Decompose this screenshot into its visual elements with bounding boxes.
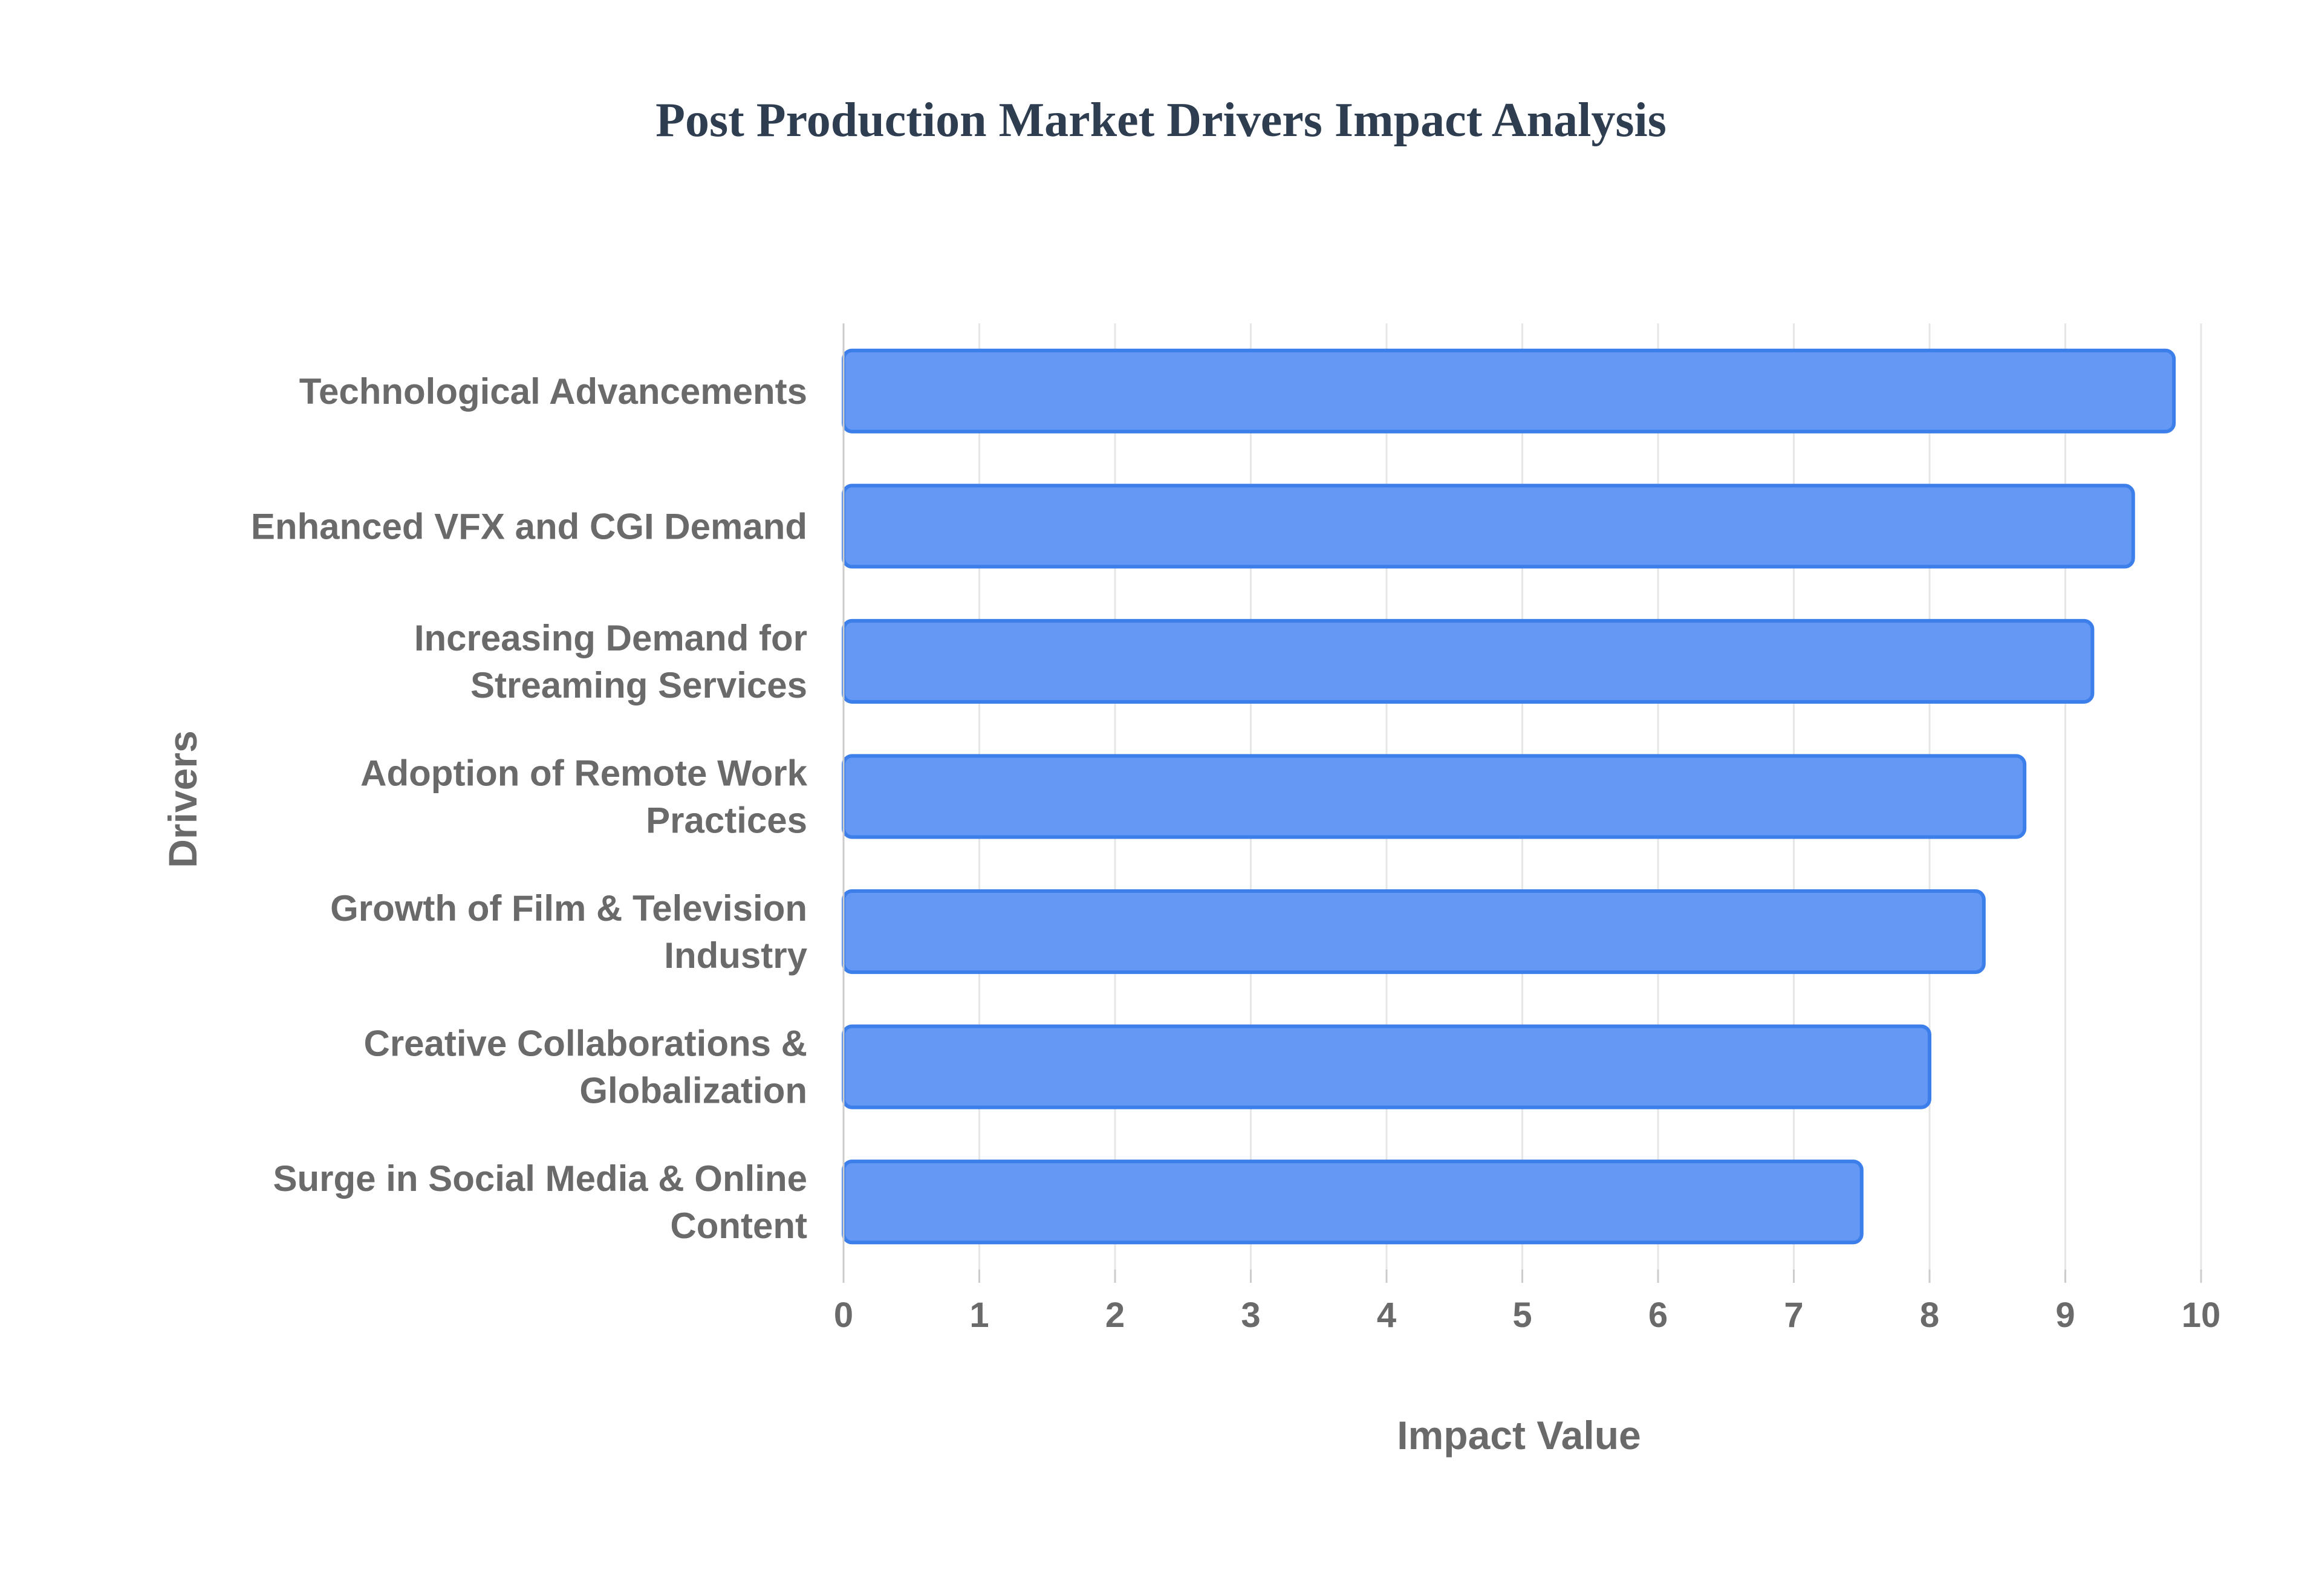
category-label-line: Content — [670, 1205, 807, 1246]
y-axis-title: Drivers — [160, 730, 205, 868]
category-label-line: Adoption of Remote Work — [360, 753, 807, 794]
category-label: Technological Advancements — [299, 371, 807, 412]
category-label-line: Enhanced VFX and CGI Demand — [251, 506, 807, 547]
category-label-line: Surge in Social Media & Online — [273, 1158, 807, 1199]
axes — [842, 323, 2202, 1283]
bar — [842, 348, 2176, 433]
bar — [842, 1160, 1864, 1245]
labels: 0 1 2 3 4 5 6 7 8 9 10 Technological Advancements En… — [251, 371, 2220, 1335]
category-label-line: Growth of Film & Television — [330, 888, 807, 929]
bar — [842, 754, 2027, 839]
category-label-line: Globalization — [579, 1071, 807, 1111]
category-label-line: Streaming Services — [470, 665, 807, 706]
bar — [842, 1024, 1931, 1109]
category-label-line: Creative Collaborations & — [363, 1023, 807, 1064]
x-tick-label: 7 — [1784, 1296, 1803, 1335]
category-label: Surge in Social Media & Online Content — [273, 1158, 807, 1246]
x-tick-label: 8 — [1920, 1296, 1939, 1335]
x-tick-label: 4 — [1377, 1296, 1396, 1335]
x-tick-label: 6 — [1648, 1296, 1668, 1335]
x-tick-label: 0 — [834, 1296, 853, 1335]
category-label: Creative Collaborations & Globalization — [363, 1023, 807, 1111]
category-label: Increasing Demand for Streaming Services — [414, 618, 807, 706]
category-label: Enhanced VFX and CGI Demand — [251, 506, 807, 547]
x-axis-title: Impact Value — [1397, 1413, 1641, 1458]
category-label: Adoption of Remote Work Practices — [360, 753, 807, 841]
bar — [842, 484, 2135, 569]
chart-title: Post Production Market Drivers Impact An… — [655, 94, 1667, 147]
category-label: Growth of Film & Television Industry — [330, 888, 808, 976]
category-label-line: Technological Advancements — [299, 371, 807, 412]
category-label-line: Increasing Demand for — [414, 618, 807, 658]
x-tick-label: 9 — [2055, 1296, 2075, 1335]
x-tick-label: 10 — [2182, 1296, 2221, 1335]
bars — [842, 348, 2176, 1245]
x-tick-label: 5 — [1512, 1296, 1532, 1335]
bar — [842, 889, 1986, 975]
category-label-line: Practices — [646, 800, 807, 841]
x-tick-label: 1 — [969, 1296, 989, 1335]
x-tick-label: 2 — [1105, 1296, 1125, 1335]
x-tick-label: 3 — [1241, 1296, 1260, 1335]
bar — [842, 618, 2095, 704]
category-label-line: Industry — [664, 935, 807, 976]
